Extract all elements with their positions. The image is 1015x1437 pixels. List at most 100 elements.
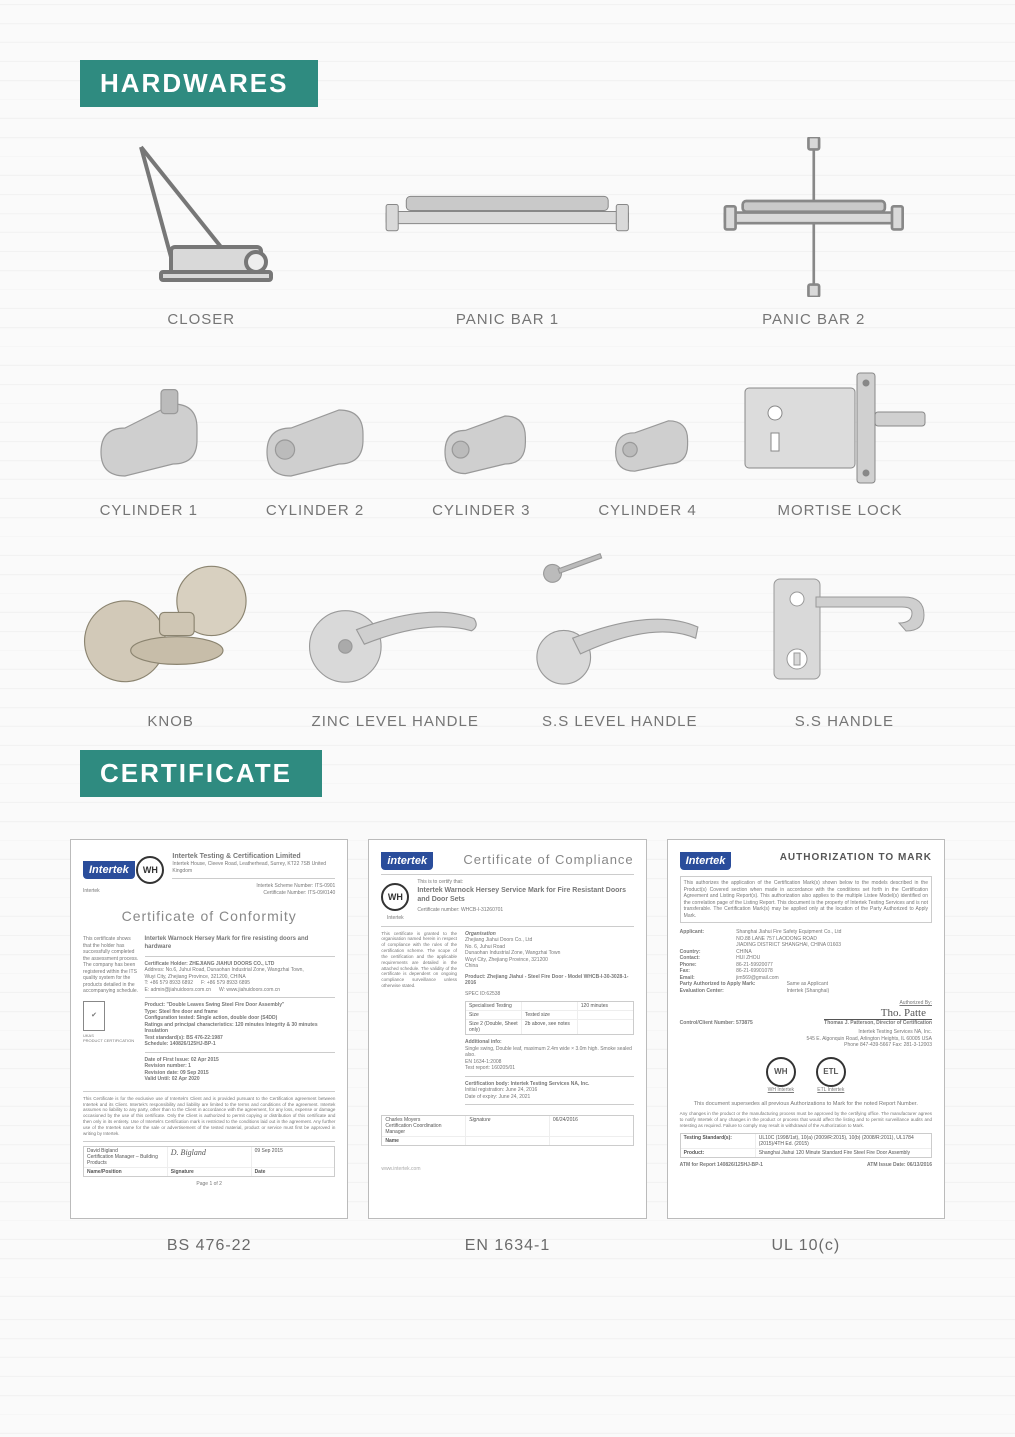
- hw-ss-level-handle: S.S LEVEL HANDLE: [519, 549, 720, 730]
- cert3-footnote: Intertek Testing Services NA, Inc. 545 E…: [680, 1029, 932, 1049]
- cert1-email: E: admin@jiahuidoors.com.cn: [145, 987, 212, 994]
- cert3-logos: WHWH Intertek ETLETL Intertek: [680, 1057, 932, 1094]
- cert1-col1: Signature: [168, 1168, 252, 1176]
- cert1-web: W: www.jiahuidoors.com.cn: [219, 987, 280, 994]
- cert-en-1634-1: intertek Certificate of Compliance WH In…: [368, 839, 646, 1255]
- cert2-certno: Certificate number: WHCB-I-31260701: [417, 907, 633, 914]
- hw-cylinder-3: CYLINDER 3: [403, 368, 561, 519]
- cert3-atm: ATM for Report 140826/125HJ-BP-1: [680, 1162, 763, 1169]
- cylinder-1-label: CYLINDER 1: [70, 502, 228, 519]
- cert1-sig-table: David Bigland Certification Manager – Bu…: [83, 1146, 335, 1177]
- cert1-org: Intertek Testing & Certification Limited: [172, 852, 335, 861]
- zinc-level-handle-label: ZINC LEVEL HANDLE: [295, 713, 496, 730]
- intertek-badge: Intertek: [83, 861, 135, 879]
- closer-image: [70, 137, 333, 297]
- etl-logo-icon: ETL: [816, 1057, 846, 1087]
- intertek-sub: Intertek: [83, 888, 164, 895]
- cert1-signature: D. Bigland: [168, 1147, 252, 1167]
- cert3-heading: AUTHORIZATION TO MARK: [780, 852, 932, 863]
- cert2-product: Product: Zhejiang Jiahui - Steel Fire Do…: [465, 974, 634, 987]
- hw-mortise-lock: MORTISE LOCK: [735, 368, 945, 519]
- intertek-badge: Intertek: [680, 852, 732, 870]
- hw-zinc-level-handle: ZINC LEVEL HANDLE: [295, 549, 496, 730]
- mortise-lock-label: MORTISE LOCK: [735, 502, 945, 519]
- section-title-certificate: CERTIFICATE: [80, 750, 322, 797]
- knob-image: [70, 549, 271, 699]
- hardwares-row-1: CLOSER PANIC BAR 1: [60, 137, 955, 328]
- cert3-applicant: Shanghai Jiahui Fire Safety Equipment Co…: [736, 929, 932, 949]
- panic-bar-1-image: [376, 137, 639, 297]
- cert2-sideinfo: This certificate is granted to the organ…: [381, 931, 457, 989]
- cert1-subtitle: Intertek Warnock Hersey Mark for fire re…: [145, 936, 336, 952]
- cert1-address: Address: No.6, Juhui Road, Dunaohan Indu…: [145, 967, 336, 980]
- hw-cylinder-2: CYLINDER 2: [236, 368, 394, 519]
- cert3-table: Testing Standard(s):UL10C (1998/1st), 10…: [680, 1133, 932, 1158]
- cert-ul-10c: Intertek AUTHORIZATION TO MARK This auth…: [667, 839, 945, 1255]
- cert1-disclaimer: This Certificate is for the exclusive us…: [83, 1096, 335, 1137]
- wh-mark-icon: WH: [136, 856, 164, 884]
- cert1-sideinfo: This certificate shows that the holder h…: [83, 936, 139, 1087]
- cert3-atmdate: ATM Issue Date: 06/13/2016: [867, 1162, 932, 1169]
- panic-bar-1-label: PANIC BAR 1: [376, 311, 639, 328]
- cylinder-2-label: CYLINDER 2: [236, 502, 394, 519]
- hw-cylinder-4: CYLINDER 4: [569, 368, 727, 519]
- hardwares-row-2: CYLINDER 1 CYLINDER 2 CYLINDER 3 CYLINDE…: [60, 368, 955, 519]
- cert-card-3: Intertek AUTHORIZATION TO MARK This auth…: [667, 839, 945, 1219]
- cylinder-3-label: CYLINDER 3: [403, 502, 561, 519]
- cert3-control: Control/Client Number: 573875: [680, 1020, 753, 1027]
- hw-closer: CLOSER: [70, 137, 333, 328]
- cert1-certno: Certificate Number: ITS-09/0140: [172, 890, 335, 897]
- cert-bs-476-22: Intertek WH Intertek Intertek Testing & …: [70, 839, 348, 1255]
- cert-card-2: intertek Certificate of Compliance WH In…: [368, 839, 646, 1219]
- cylinder-4-image: [569, 368, 727, 488]
- cert1-page: Page 1 of 2: [83, 1181, 335, 1188]
- cert3-marksline: This document supersedes all previous Au…: [680, 1101, 932, 1108]
- wh-mark-icon: WH: [381, 883, 409, 911]
- cert1-col0: Name/Position: [84, 1168, 168, 1176]
- cert3-applicant-label: Applicant:: [680, 929, 730, 949]
- ss-handle-label: S.S HANDLE: [744, 713, 945, 730]
- certificates-row: Intertek WH Intertek Intertek Testing & …: [60, 839, 955, 1255]
- cert3-fine: Any changes in the product or the manufa…: [680, 1111, 932, 1129]
- cert2-label: EN 1634-1: [368, 1237, 646, 1255]
- cert2-spec: SPEC ID:62538: [465, 991, 634, 998]
- cert1-signatory: David Bigland Certification Manager – Bu…: [84, 1147, 168, 1167]
- cert2-orgbody: Zhejiang Jiahui Doors Co., Ltd No. 6, Ju…: [465, 937, 634, 970]
- panic-bar-2-image: [683, 137, 946, 297]
- cert2-title: Certificate of Compliance: [463, 852, 633, 867]
- cert1-title: Certificate of Conformity: [83, 908, 335, 924]
- cert-card-1: Intertek WH Intertek Intertek Testing & …: [70, 839, 348, 1219]
- cert3-fields: Country:CHINAContact:HUI ZHOUPhone:86-21…: [680, 949, 932, 982]
- hw-ss-handle: S.S HANDLE: [744, 549, 945, 730]
- cert2-additional: Single swing, Double leaf, maximum 2.4m …: [465, 1046, 634, 1072]
- cylinder-3-image: [403, 368, 561, 488]
- cylinder-1-image: [70, 368, 228, 488]
- panic-bar-2-label: PANIC BAR 2: [683, 311, 946, 328]
- hw-panic-bar-2: PANIC BAR 2: [683, 137, 946, 328]
- intertek-sub: Intertek: [381, 915, 409, 922]
- cert2-sig: Charles Moyers Certification Coordinatio…: [381, 1115, 633, 1146]
- closer-label: CLOSER: [70, 311, 333, 328]
- cert1-col2: Date: [252, 1168, 335, 1176]
- zinc-level-handle-image: [295, 549, 496, 699]
- hardwares-row-3: KNOB ZINC LEVEL HANDLE S.S LEVEL HANDLE: [60, 549, 955, 730]
- cert1-product: Product: "Double Leaves Swing Steel Fire…: [145, 1002, 336, 1048]
- cylinder-2-image: [236, 368, 394, 488]
- hw-panic-bar-1: PANIC BAR 1: [376, 137, 639, 328]
- cylinder-4-label: CYLINDER 4: [569, 502, 727, 519]
- cert3-sig: Tho. Patte: [824, 1007, 932, 1020]
- cert1-dates: Date of First Issue: 02 Apr 2015 Revisio…: [145, 1057, 336, 1083]
- section-title-hardwares: HARDWARES: [80, 60, 318, 107]
- ss-level-handle-label: S.S LEVEL HANDLE: [519, 713, 720, 730]
- cert1-label: BS 476-22: [70, 1237, 348, 1255]
- knob-label: KNOB: [70, 713, 271, 730]
- cert1-sigdate: 09 Sep 2015: [252, 1147, 335, 1167]
- cert3-signame: Thomas J. Patterson, Director of Certifi…: [824, 1020, 932, 1027]
- hw-knob: KNOB: [70, 549, 271, 730]
- cert1-org-addr: Intertek House, Cleeve Road, Leatherhead…: [172, 861, 335, 874]
- hw-cylinder-1: CYLINDER 1: [70, 368, 228, 519]
- intertek-badge: intertek: [381, 852, 433, 870]
- cert2-url: www.intertek.com: [381, 1166, 633, 1173]
- wh-logo-icon: WH: [766, 1057, 796, 1087]
- cert2-table: Specialised Testing120 minutes SizeTeste…: [465, 1001, 634, 1035]
